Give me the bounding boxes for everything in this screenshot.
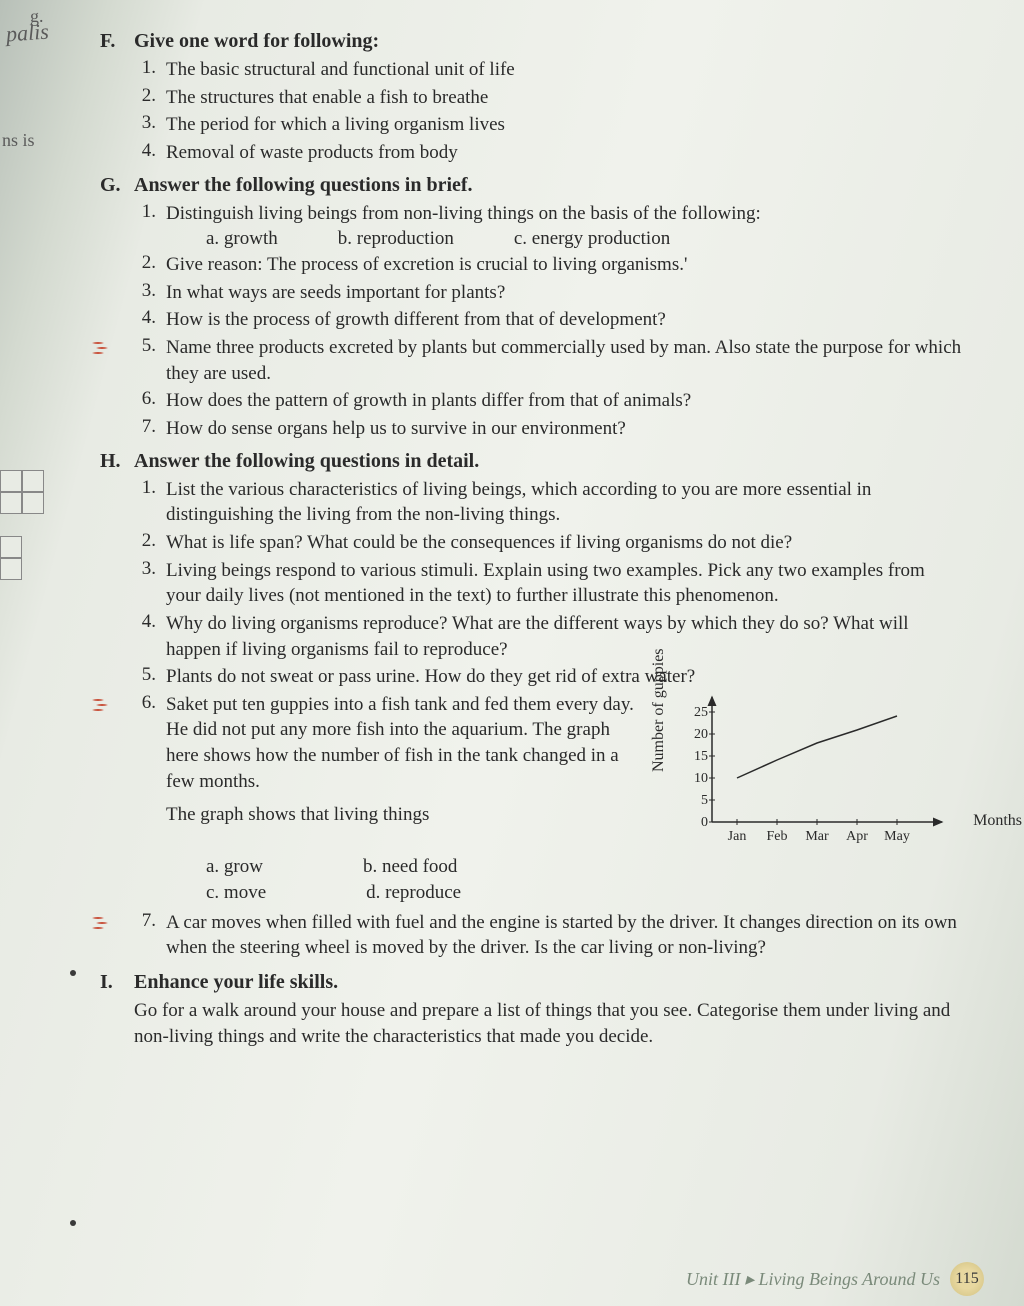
svg-text:25: 25 [694,705,708,720]
item-num: 3. [134,112,156,134]
item-num: 2. [134,530,156,552]
highlight-marker-icon [90,696,116,714]
item-num: 1. [134,477,156,499]
section-h-letter: H. [100,450,124,473]
h-q6-prompt: The graph shows that living things [166,802,642,828]
footer-unit: Unit III ▸ Living Beings Around Us [686,1269,940,1290]
h-item-4: Why do living organisms reproduce? What … [166,611,964,662]
item-num: 2. [134,252,156,274]
section-f-title: Give one word for following: [134,30,379,53]
h-q6-opt-a: a. grow [206,856,263,878]
item-num: 3. [134,558,156,580]
h-q6-options-row1: a. grow b. need food [134,856,964,878]
item-num: 5. [134,335,156,357]
svg-text:10: 10 [694,771,708,786]
chart-x-label: Months [973,810,1022,832]
item-num: 6. [134,692,156,714]
g-opt-a: a. growth [206,228,278,250]
section-g-letter: G. [100,174,124,197]
f-item-1: The basic structural and functional unit… [166,57,964,83]
g-item-7: How do sense organs help us to survive i… [166,416,964,442]
h-item-3: Living beings respond to various stimuli… [166,558,964,609]
h-q6-options-row2: c. move d. reproduce [134,882,964,904]
bullet-dot [70,1220,76,1226]
section-i-title: Enhance your life skills. [134,971,338,994]
g-item-5: Name three products excreted by plants b… [166,335,964,386]
item-num: 1. [134,57,156,79]
section-h: H. Answer the following questions in det… [100,450,964,961]
g-item-2: Give reason: The process of excretion is… [166,252,964,278]
h-item-7: A car moves when filled with fuel and th… [166,910,964,961]
svg-text:15: 15 [694,749,708,764]
chart-svg: 0 5 10 15 20 25 Jan Feb Mar [682,692,952,852]
g-opt-b: b. reproduction [338,228,454,250]
page-footer: Unit III ▸ Living Beings Around Us 115 [686,1262,984,1296]
page-number: 115 [950,1262,984,1296]
item-num: 4. [134,307,156,329]
f-item-3: The period for which a living organism l… [166,112,964,138]
item-num: 2. [134,85,156,107]
svg-text:Jan: Jan [728,829,747,844]
svg-text:Apr: Apr [846,829,868,844]
item-num: 5. [134,664,156,686]
svg-text:Feb: Feb [767,829,788,844]
section-i: I. Enhance your life skills. Go for a wa… [100,971,964,1049]
h-q6-opt-c: c. move [206,882,266,904]
h-q6-opt-b: b. need food [363,856,457,878]
item-num: 4. [134,140,156,162]
svg-text:Mar: Mar [805,829,829,844]
f-item-2: The structures that enable a fish to bre… [166,85,964,111]
f-item-4: Removal of waste products from body [166,140,964,166]
g-opt-c: c. energy production [514,228,670,250]
g-item-3: In what ways are seeds important for pla… [166,280,964,306]
item-num: 7. [134,910,156,932]
svg-text:0: 0 [701,815,708,830]
h-item-5: Plants do not sweat or pass urine. How d… [166,664,964,690]
section-f-letter: F. [100,30,124,53]
g-item-4: How is the process of growth different f… [166,307,964,333]
section-g: G. Answer the following questions in bri… [100,174,964,442]
highlight-marker-icon [90,339,116,357]
h-item-6: Saket put ten guppies into a fish tank a… [166,694,634,792]
g-item-6: How does the pattern of growth in plants… [166,388,964,414]
h-item-2: What is life span? What could be the con… [166,530,964,556]
section-i-letter: I. [100,971,124,994]
item-num: 6. [134,388,156,410]
g-item-1: Distinguish living beings from non-livin… [166,201,964,227]
page-content: F. Give one word for following: 1. The ba… [0,0,1024,1077]
highlight-marker-icon [90,914,116,932]
h-item-1: List the various characteristics of livi… [166,477,964,528]
item-num: 1. [134,201,156,223]
svg-text:20: 20 [694,727,708,742]
i-text: Go for a walk around your house and prep… [134,998,964,1049]
section-g-title: Answer the following questions in brief. [134,174,473,197]
bullet-dot [70,970,76,976]
g-sub-options: a. growth b. reproduction c. energy prod… [134,228,964,250]
guppies-line-chart: Number of guppies Months [654,692,964,852]
chart-y-label: Number of guppies [648,648,670,772]
item-num: 7. [134,416,156,438]
svg-text:5: 5 [701,793,708,808]
svg-text:May: May [884,829,910,844]
item-num: 4. [134,611,156,633]
section-h-title: Answer the following questions in detail… [134,450,479,473]
item-num: 3. [134,280,156,302]
section-f: F. Give one word for following: 1. The ba… [100,30,964,166]
h-q6-opt-d: d. reproduce [366,882,461,904]
